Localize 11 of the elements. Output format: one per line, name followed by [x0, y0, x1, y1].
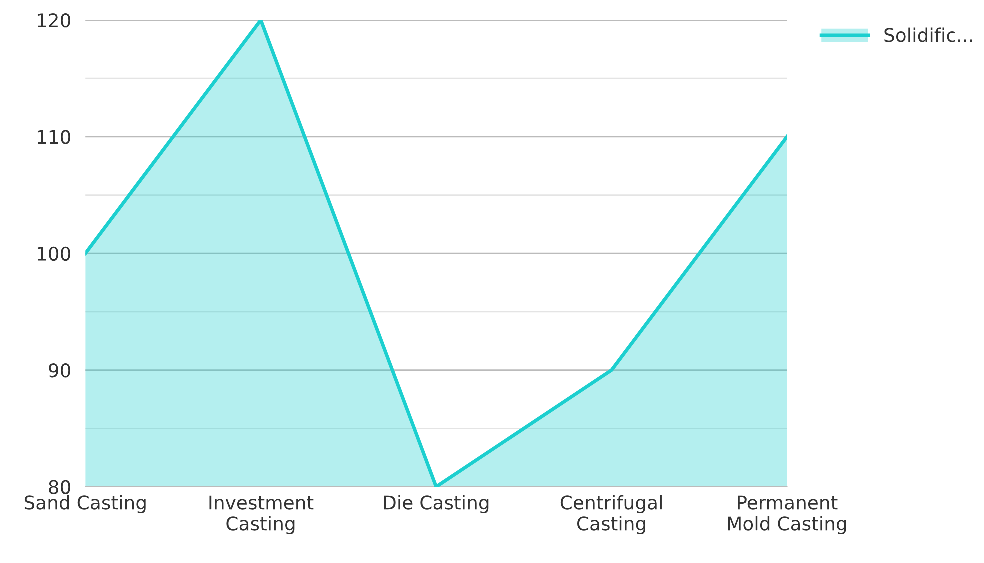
y-tick-label: 120 — [38, 13, 70, 28]
y-tick-label: 100 — [38, 246, 70, 262]
y-tick-label: 90 — [49, 364, 70, 378]
x-tick-label: Investment Casting — [210, 496, 314, 534]
x-tick-label: Permanent Mold Casting — [728, 496, 846, 534]
x-tick-label: Die Casting — [384, 495, 489, 514]
y-tick-label: 110 — [38, 130, 70, 144]
x-tick-label: Centrifugal Casting — [560, 495, 662, 534]
y-tick-label: 80 — [49, 480, 70, 494]
legend-label: Solidific... — [884, 28, 972, 42]
x-tick-label: Sand Casting — [24, 495, 146, 514]
